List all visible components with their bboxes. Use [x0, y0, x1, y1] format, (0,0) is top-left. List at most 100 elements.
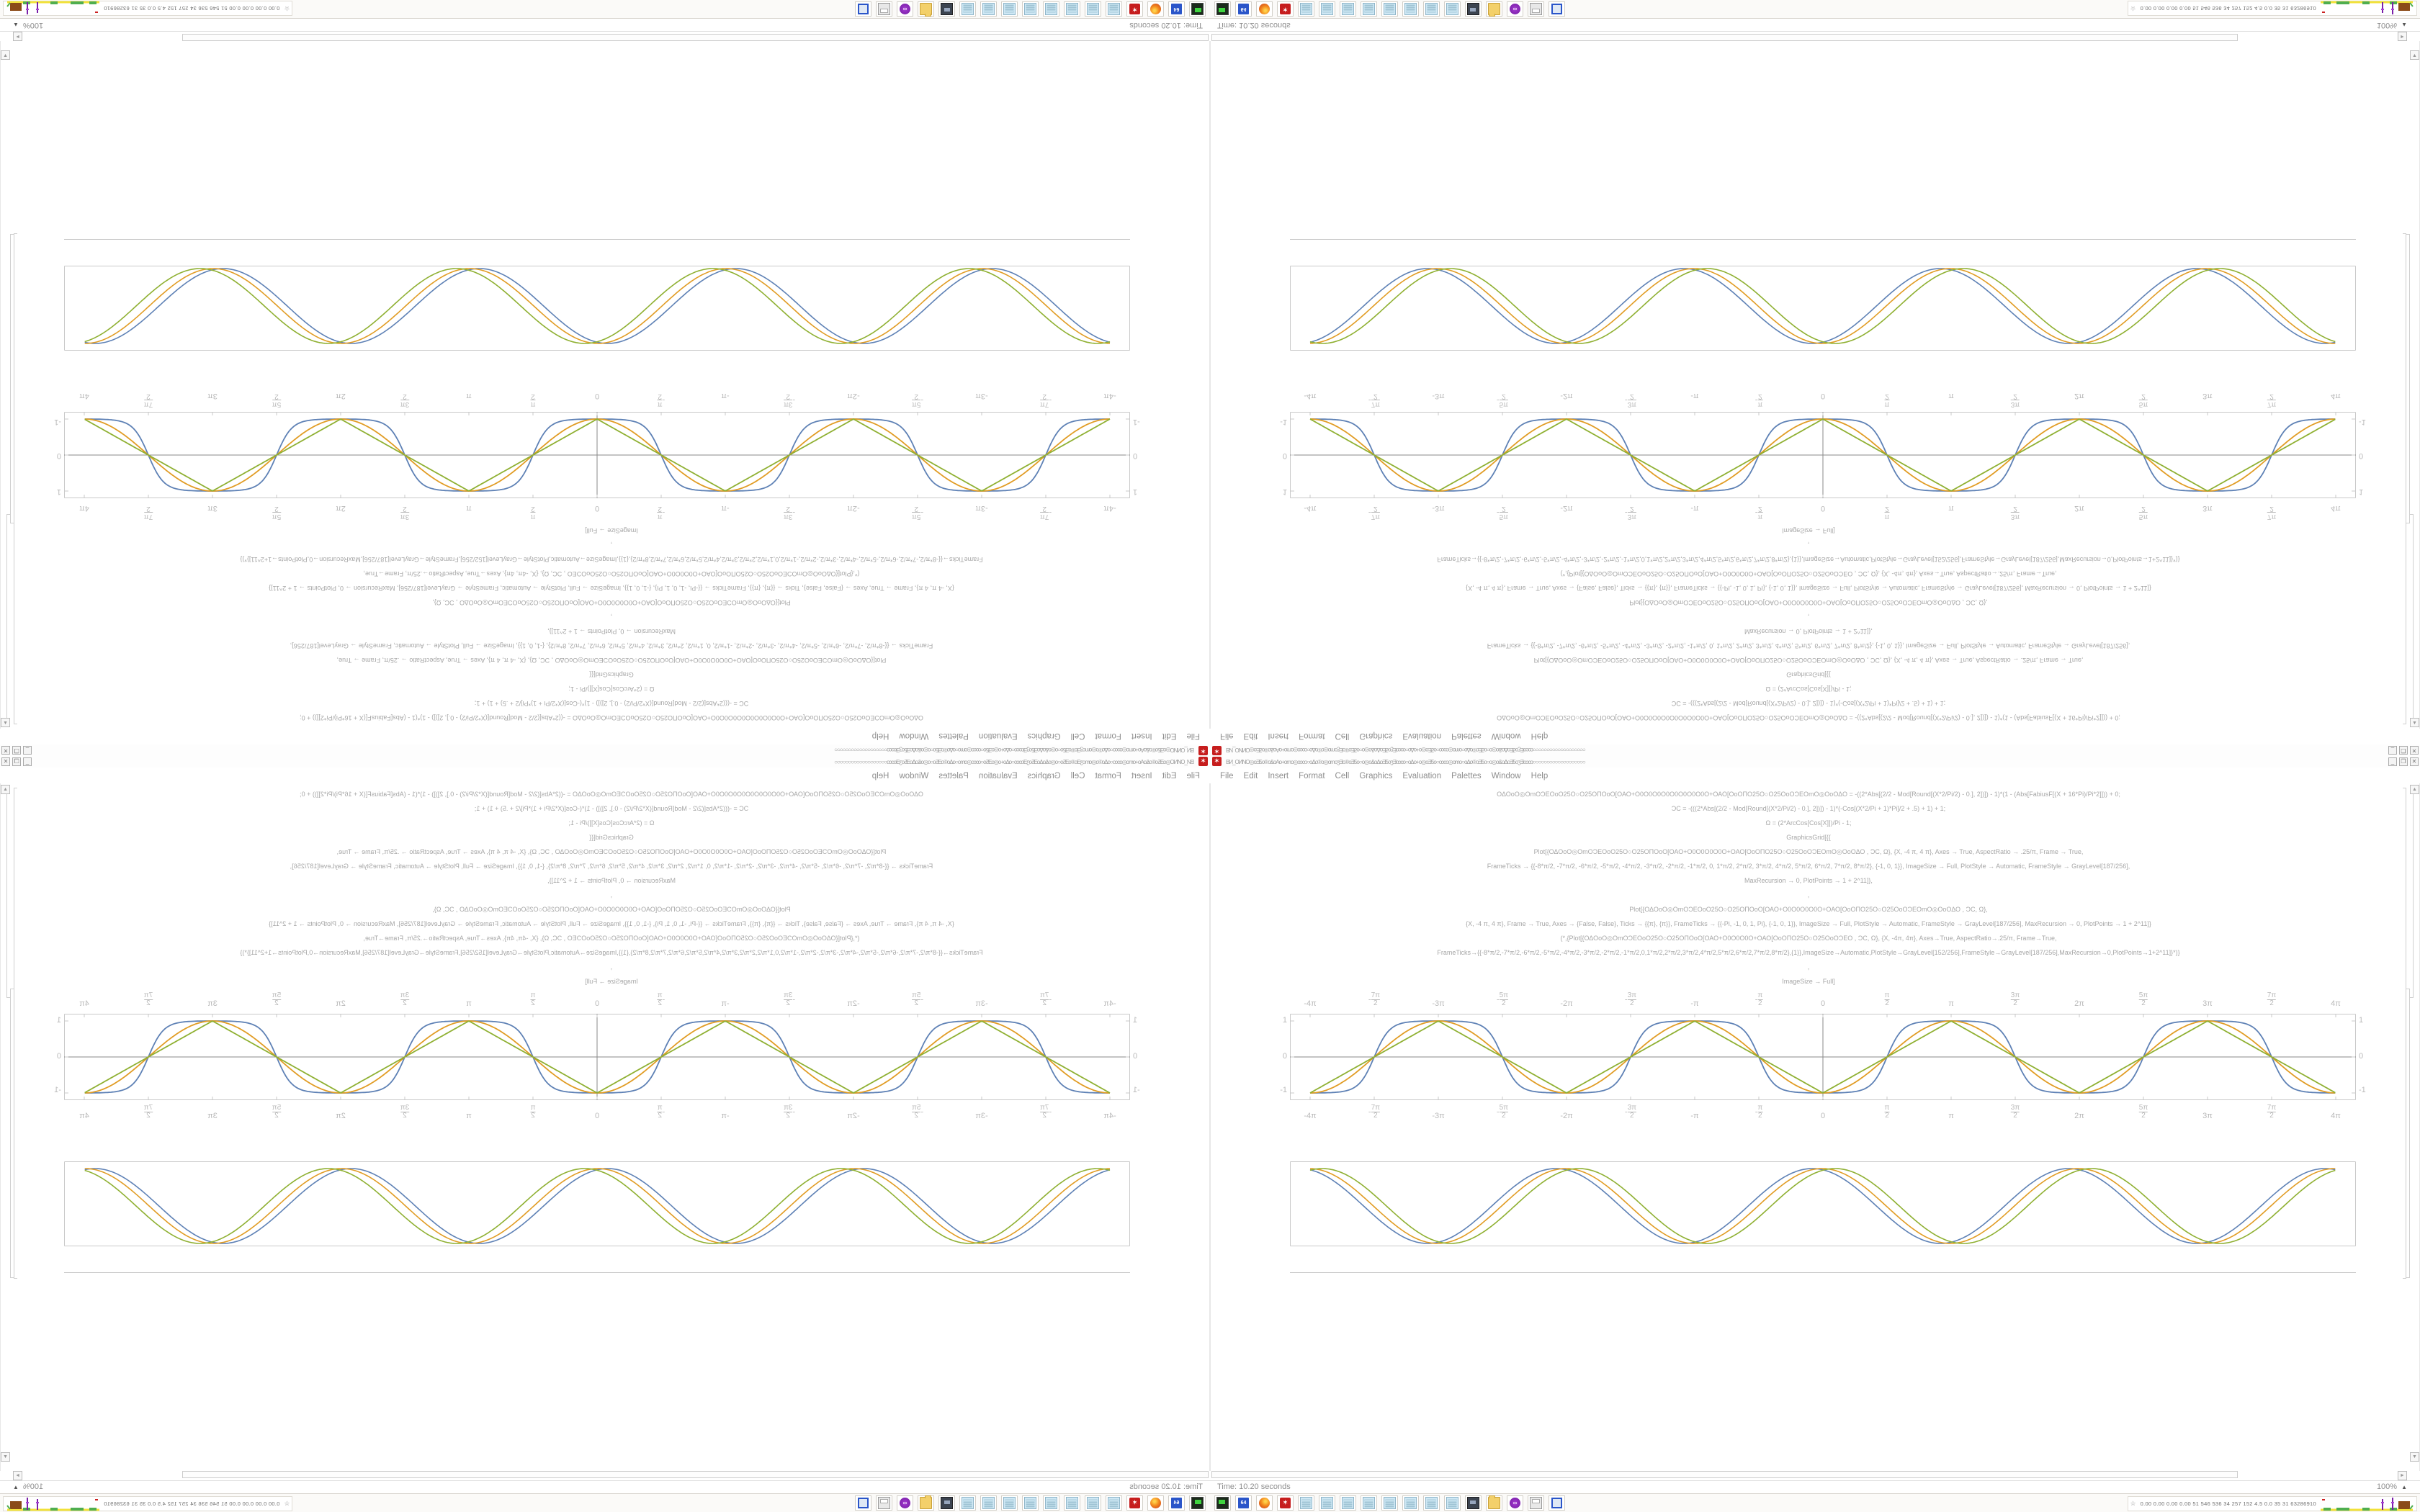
notepad-icon: [1342, 3, 1354, 15]
code-line-8[interactable]: ,: [1807, 891, 1810, 899]
x-tick-label: 3π: [207, 1112, 218, 1120]
taskbar-button[interactable]: [1298, 1495, 1314, 1511]
taskbar-button[interactable]: ∞: [1507, 1495, 1523, 1511]
taskbar-button[interactable]: [1340, 1495, 1356, 1511]
blue-window-icon: [1551, 1498, 1562, 1508]
close-button[interactable]: ✕: [2410, 757, 2419, 766]
restore-button[interactable]: ❐: [2399, 757, 2408, 766]
horizontal-scroll-thumb[interactable]: [1211, 1471, 2238, 1478]
menu-item-help: Help: [871, 732, 889, 740]
code-line-14[interactable]: ImageSize → Full]: [1782, 978, 1835, 985]
taskbar-button[interactable]: [1381, 1495, 1398, 1511]
code-line-5[interactable]: Plot[{ΟΔΟοΟ◎ΟmΟϽΕΟοΟ25Ο○Ο25ΟΠΟοΟ[ΟΑΟ+Ο0Ο…: [1533, 848, 2084, 855]
taskbar-button[interactable]: [1465, 1495, 1482, 1511]
code-line-3[interactable]: Ω = (2*ArcCos[Cos[X]])/Pi - 1;: [1765, 819, 1852, 827]
plot1-ylabel-left-1: 1: [1133, 487, 1138, 496]
x-tick-label: -π: [721, 392, 730, 400]
input-code-cell[interactable]: ΟΔΟοΟ◎ΟmΟϽΕΟοΟ25Ο○Ο25ΟΠΟοΟ[ΟΑΟ+Ο0Ο0Ο0Ο0Ο…: [1232, 787, 2385, 989]
code-line-13[interactable]: ,: [1807, 963, 1810, 971]
plot1-ylabel-right-0: 0: [2359, 1052, 2364, 1061]
code-line-12: FrameTicks→{{-8*π/2,-7*π/2,-6*π/2,-5*π/2…: [240, 556, 983, 563]
code-line-4[interactable]: GraphicsGrid[{{: [1786, 834, 1831, 841]
menu-item-palettes[interactable]: Palettes: [1451, 772, 1482, 780]
code-line-2[interactable]: ƆC = -(((2*Abs[(2/2 - Mod[Round[(X*2/Pi/…: [1671, 805, 1946, 812]
horizontal-scrollbar[interactable]: ►: [1211, 1471, 2407, 1480]
x-tick-label: 2π: [2074, 1112, 2084, 1120]
taskbar-button[interactable]: ✶: [1277, 1495, 1294, 1511]
x-tick-label: -5π 2: [911, 392, 924, 408]
plot1-ylabel-left-0: 0: [1133, 451, 1138, 460]
menu-item-format[interactable]: Format: [1299, 772, 1325, 780]
menu-item-file[interactable]: File: [1220, 772, 1234, 780]
menu-item-edit[interactable]: Edit: [1243, 772, 1258, 780]
taskbar-button[interactable]: [1423, 1495, 1440, 1511]
taskbar-button: 64: [1235, 1, 1252, 17]
plot1-ylabel-left-1: 1: [1282, 487, 1287, 496]
code-line-10[interactable]: {X, -4 π, 4 π}, Frame → True, Axes → {Fa…: [1466, 920, 2151, 927]
cell-bracket-group[interactable]: [2403, 788, 2406, 1279]
code-line-11[interactable]: (*,{Plot[{ΟΔΟοΟ◎ΟmΟϽΕΟοΟ25Ο○Ο25ΟΠΟοΟ[ΟΑΟ…: [1560, 935, 2057, 942]
menu-item-insert[interactable]: Insert: [1268, 772, 1289, 780]
desktop-taskbar: 64 ✶ ∞ ☆ 0.00 0.00 0.00 0.00 51 546 536 34…: [0, 0, 1210, 19]
firefox-icon: [1259, 1498, 1270, 1508]
scroll-down-button[interactable]: ▼: [2410, 1452, 2419, 1462]
menu-item-evaluation[interactable]: Evaluation: [1402, 772, 1442, 780]
code-line-9: Plot[{ΟΔΟοΟ◎ΟmΟϽΕΟοΟ25Ο○Ο25ΟΠΟοΟ[ΟΑΟ+Ο0Ο…: [1629, 599, 1988, 606]
cell-bracket-output[interactable]: [2406, 989, 2410, 1278]
taskbar-button[interactable]: [1528, 1495, 1544, 1511]
mirror-copy-flip-horizontal: ✶ BИ_OИNO◎oƎ5o®o&oAo+omo◎oɔco○oΔo®o◎omoʒ…: [0, 756, 1210, 1512]
x-tick-label: -π: [1690, 392, 1699, 400]
system-monitor-tray[interactable]: ☆ 0.00 0.00 0.00 0.00 51 546 536 34 257 …: [2127, 1496, 2417, 1511]
horizontal-scrollbar: ►: [13, 32, 1209, 41]
code-line-11: (*,{Plot[{ΟΔΟοΟ◎ΟmΟϽΕΟοΟ25Ο○Ο25ΟΠΟοΟ[ΟΑΟ…: [363, 570, 860, 577]
taskbar-button: [1465, 1, 1482, 17]
taskbar-button[interactable]: [1361, 1495, 1377, 1511]
taskbar-button[interactable]: [1549, 1495, 1565, 1511]
menu-bar: File Edit Insert Format Cell Graphics Evaluati…: [1210, 729, 2420, 743]
menu-item-window[interactable]: Window: [1491, 772, 1521, 780]
x-tick-label: 5π 2: [272, 392, 282, 408]
vertical-scrollbar[interactable]: ▲ ▼: [2410, 785, 2419, 1469]
x-tick-label: 0: [594, 1112, 600, 1120]
notebook-content[interactable]: ΟΔΟοΟ◎ΟmΟϽΕΟοΟ25Ο○Ο25ΟΠΟοΟ[ΟΑΟ+Ο0Ο0Ο0Ο0Ο…: [1210, 783, 2420, 1471]
taskbar-button[interactable]: [1486, 1495, 1502, 1511]
window-title: BИ_OИNO◎oƎ5o®o&oAo+omo◎oɔco○oΔo®o◎omoʒƎo…: [1226, 759, 1586, 765]
scroll-right-button[interactable]: ►: [2398, 1471, 2407, 1480]
system-monitor-tray: ☆ 0.00 0.00 0.00 0.00 51 546 536 34 257 …: [3, 1496, 293, 1511]
x-tick-label: 0: [594, 504, 600, 513]
taskbar-button[interactable]: [1214, 1495, 1231, 1511]
monitor-camera-icon: [941, 3, 953, 15]
taskbar-button[interactable]: 64: [1235, 1495, 1252, 1511]
menu-item-cell[interactable]: Cell: [1335, 772, 1350, 780]
menu-item-insert: Insert: [1131, 772, 1152, 780]
taskbar-button[interactable]: [1319, 1495, 1335, 1511]
taskbar-button[interactable]: [1402, 1495, 1419, 1511]
taskbar-button[interactable]: [1444, 1495, 1461, 1511]
plot1-ylabel-left-1: 1: [1282, 1016, 1287, 1025]
code-line-8: ,: [610, 613, 613, 621]
menu-item-graphics[interactable]: Graphics: [1359, 772, 1393, 780]
code-line-9[interactable]: Plot[{ΟΔΟοΟ◎ΟmΟϽΕΟοΟ25Ο○Ο25ΟΠΟοΟ[ΟΑΟ+Ο0Ο…: [1629, 906, 1988, 913]
window-titlebar[interactable]: ✶ BИ_OИNO◎oƎ5o®o&oAo+omo◎oɔco○oΔo®o◎omoʒ…: [1210, 756, 2420, 768]
code-line-1[interactable]: ΟΔΟοΟ◎ΟmΟϽΕΟοΟ25Ο○Ο25ΟΠΟοΟ[ΟΑΟ+Ο0Ο0Ο0Ο0Ο…: [1497, 791, 2120, 798]
magnification-control[interactable]: 100% ▲: [2377, 1482, 2407, 1491]
menu-item-insert: Insert: [1131, 732, 1152, 740]
taskbar-button: [918, 1, 934, 17]
scroll-up-button[interactable]: ▲: [2410, 785, 2419, 794]
code-line-12[interactable]: FrameTicks→{{-8*π/2,-7*π/2,-6*π/2,-5*π/2…: [1437, 949, 2180, 956]
x-tick-label: -π: [1690, 1112, 1699, 1120]
x-tick-label: 0: [1820, 504, 1826, 513]
x-tick-label: 4π: [2331, 504, 2341, 513]
minimize-button[interactable]: _: [2388, 757, 2397, 766]
taskbar-button[interactable]: [1256, 1495, 1273, 1511]
menu-item-help[interactable]: Help: [1531, 772, 1549, 780]
x-tick-label: -4π: [1304, 1112, 1317, 1120]
x-tick-label: -π 2: [1754, 392, 1763, 408]
code-line-7[interactable]: MaxRecursion → 0, PlotPoints → 1 + 2^11]…: [1744, 877, 1873, 884]
plot2-frame: [64, 239, 1130, 351]
menu-item-evaluation: Evaluation: [978, 732, 1018, 740]
code-line-6[interactable]: FrameTicks → {{-8*π/2, -7*π/2, -6*π/2, -…: [1487, 863, 2130, 870]
input-code-cell: ΟΔΟοΟ◎ΟmΟϽΕΟοΟ25Ο○Ο25ΟΠΟοΟ[ΟΑΟ+Ο0Ο0Ο0Ο0Ο…: [35, 787, 1188, 989]
x-tick-label: -3π: [975, 392, 988, 400]
magnification-control: 100%▲: [2377, 21, 2407, 30]
